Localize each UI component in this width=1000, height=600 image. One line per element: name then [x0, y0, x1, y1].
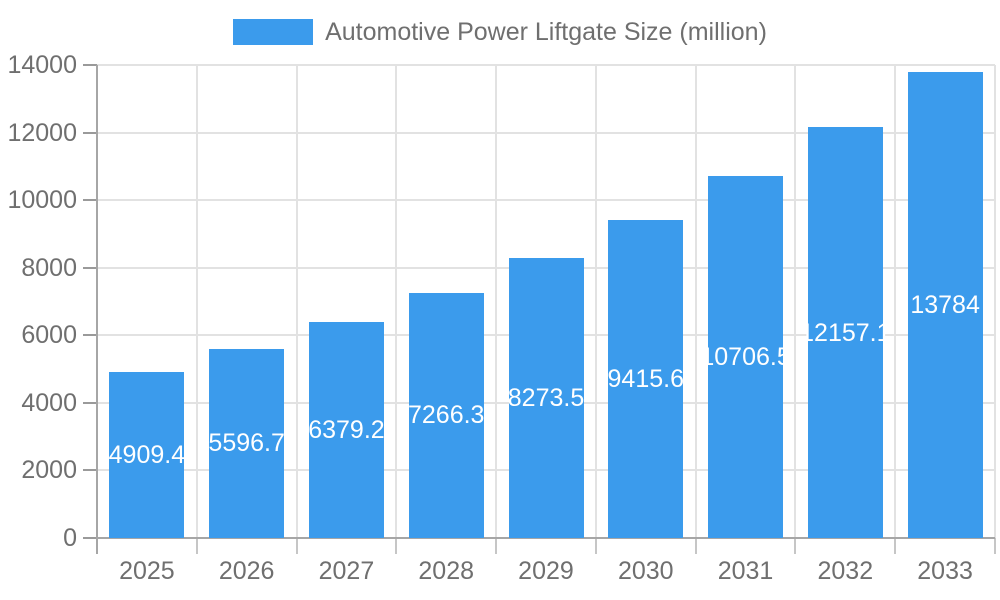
x-tick-label: 2027: [318, 557, 375, 585]
bar-2025[interactable]: [109, 372, 185, 538]
legend-swatch: [233, 19, 314, 45]
bar-2033[interactable]: [907, 72, 983, 538]
y-tick-mark: [83, 334, 97, 337]
v-gridline: [994, 65, 996, 538]
x-tick-mark: [694, 538, 697, 554]
x-tick-label: 2028: [418, 557, 475, 585]
y-tick-label: 2000: [21, 456, 77, 485]
x-tick-mark: [594, 538, 597, 554]
v-gridline: [495, 65, 498, 538]
x-tick-label: 2032: [817, 557, 874, 585]
y-tick-mark: [83, 469, 97, 472]
y-tick-label: 6000: [21, 321, 77, 350]
y-tick-mark: [83, 199, 97, 202]
x-tick-label: 2030: [617, 557, 674, 585]
x-tick-label: 2025: [119, 557, 175, 585]
y-tick-label: 12000: [7, 118, 77, 147]
x-tick-mark: [195, 538, 198, 554]
v-gridline: [594, 65, 597, 538]
v-gridline: [894, 65, 897, 538]
y-tick-label: 8000: [21, 253, 77, 282]
y-tick-mark: [83, 266, 97, 269]
y-tick-mark: [83, 131, 97, 134]
x-tick-mark: [495, 538, 498, 554]
x-tick-label: 2031: [717, 557, 774, 585]
v-gridline: [694, 65, 697, 538]
bar-2029[interactable]: [508, 258, 584, 538]
y-tick-mark: [83, 64, 97, 66]
x-tick-mark: [96, 538, 98, 554]
y-tick-label: 0: [63, 524, 77, 552]
legend-item[interactable]: Automotive Power Liftgate Size (million): [233, 18, 767, 47]
y-tick-mark: [83, 537, 97, 539]
x-tick-mark: [994, 538, 996, 554]
v-gridline: [195, 65, 198, 538]
x-tick-mark: [794, 538, 797, 554]
v-gridline: [794, 65, 797, 538]
x-tick-label: 2033: [917, 557, 973, 585]
h-gridline: [97, 64, 995, 66]
y-axis-line: [96, 65, 98, 538]
x-tick-label: 2026: [218, 557, 275, 585]
y-tick-label: 4000: [21, 388, 77, 417]
bar-2030[interactable]: [608, 219, 684, 538]
x-tick-label: 2029: [518, 557, 574, 585]
y-tick-label: 14000: [7, 51, 77, 79]
x-tick-mark: [295, 538, 298, 554]
bar-2026[interactable]: [209, 348, 285, 538]
x-tick-mark: [894, 538, 897, 554]
bar-2032[interactable]: [807, 127, 883, 538]
v-gridline: [395, 65, 398, 538]
legend: Automotive Power Liftgate Size (million): [0, 16, 1000, 48]
legend-label: Automotive Power Liftgate Size (million): [325, 17, 767, 46]
bar-2027[interactable]: [308, 322, 384, 538]
y-tick-label: 10000: [7, 186, 77, 215]
y-tick-mark: [83, 401, 97, 404]
v-gridline: [295, 65, 298, 538]
x-tick-mark: [395, 538, 398, 554]
bar-2028[interactable]: [408, 292, 484, 538]
bar-2031[interactable]: [708, 176, 784, 538]
